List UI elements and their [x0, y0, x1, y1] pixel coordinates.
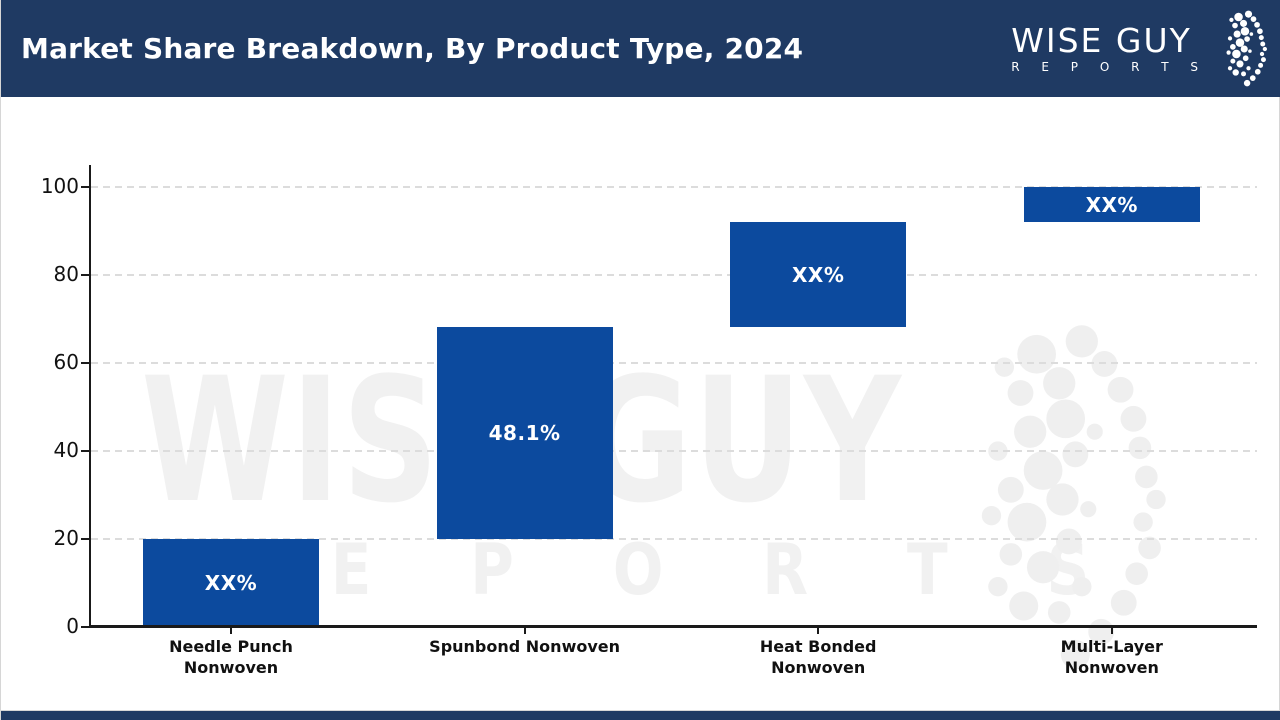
brand-name: WISE GUY — [1011, 20, 1192, 60]
gridline — [91, 186, 1257, 189]
y-axis-line — [89, 165, 91, 626]
x-tick-mark — [230, 628, 232, 634]
bar-value-label: XX% — [791, 262, 845, 287]
x-category-label: Needle Punch Nonwoven — [169, 637, 293, 677]
gridline — [91, 362, 1257, 365]
bar-segment: XX% — [730, 222, 907, 328]
y-tick-label: 20 — [53, 526, 79, 551]
brand-logo: WISE GUY R E P O R T S — [1011, 4, 1267, 94]
y-tick-label: 100 — [40, 174, 79, 199]
bar-value-label: XX% — [1085, 192, 1138, 217]
x-category-label: Spunbond Nonwoven — [429, 637, 621, 656]
plot-area: WISE GUY R E P O R T S 0 20 40 60 80 100 XX% Ne… — [1, 97, 1280, 712]
y-tick-label: 60 — [53, 350, 79, 375]
dotted-face-profile-icon — [1226, 10, 1267, 87]
gridline — [91, 450, 1257, 453]
x-tick-mark — [523, 628, 526, 634]
bar-segment: XX% — [143, 539, 319, 627]
page-title: Market Share Breakdown, By Product Type,… — [21, 32, 804, 65]
x-tick-mark — [1110, 628, 1113, 634]
bar-value-label: 48.1% — [488, 421, 561, 446]
y-tick-mark — [81, 538, 89, 541]
y-tick-mark — [81, 626, 89, 628]
x-tick-mark — [817, 628, 820, 634]
y-tick-mark — [81, 362, 89, 365]
y-tick-label: 0 — [66, 614, 79, 638]
y-tick-label: 40 — [53, 438, 79, 463]
gridline — [91, 274, 1257, 277]
watermark-brand-subtitle: R E P O R T S — [186, 529, 1129, 611]
brand-subtitle: R E P O R T S — [1011, 60, 1207, 75]
y-tick-mark — [81, 186, 89, 189]
y-tick-mark — [81, 274, 89, 277]
x-axis-line — [89, 625, 1257, 628]
watermark-face-profile-icon — [981, 325, 1166, 669]
x-category-label: Heat Bonded Nonwoven — [759, 637, 877, 677]
bar-segment: XX% — [1023, 187, 1200, 223]
y-tick-label: 80 — [53, 262, 79, 287]
footer-bar — [1, 711, 1280, 720]
bar-value-label: XX% — [204, 571, 258, 595]
x-category-label: Multi-Layer Nonwoven — [1060, 637, 1163, 677]
gridline — [91, 538, 1257, 541]
header-bar: Market Share Breakdown, By Product Type,… — [1, 0, 1280, 97]
brand-logo-text: WISE GUY R E P O R T S — [1011, 20, 1207, 75]
y-tick-mark — [81, 450, 89, 453]
bar-segment: 48.1% — [436, 327, 613, 540]
bottom-border-line — [1, 710, 1280, 711]
